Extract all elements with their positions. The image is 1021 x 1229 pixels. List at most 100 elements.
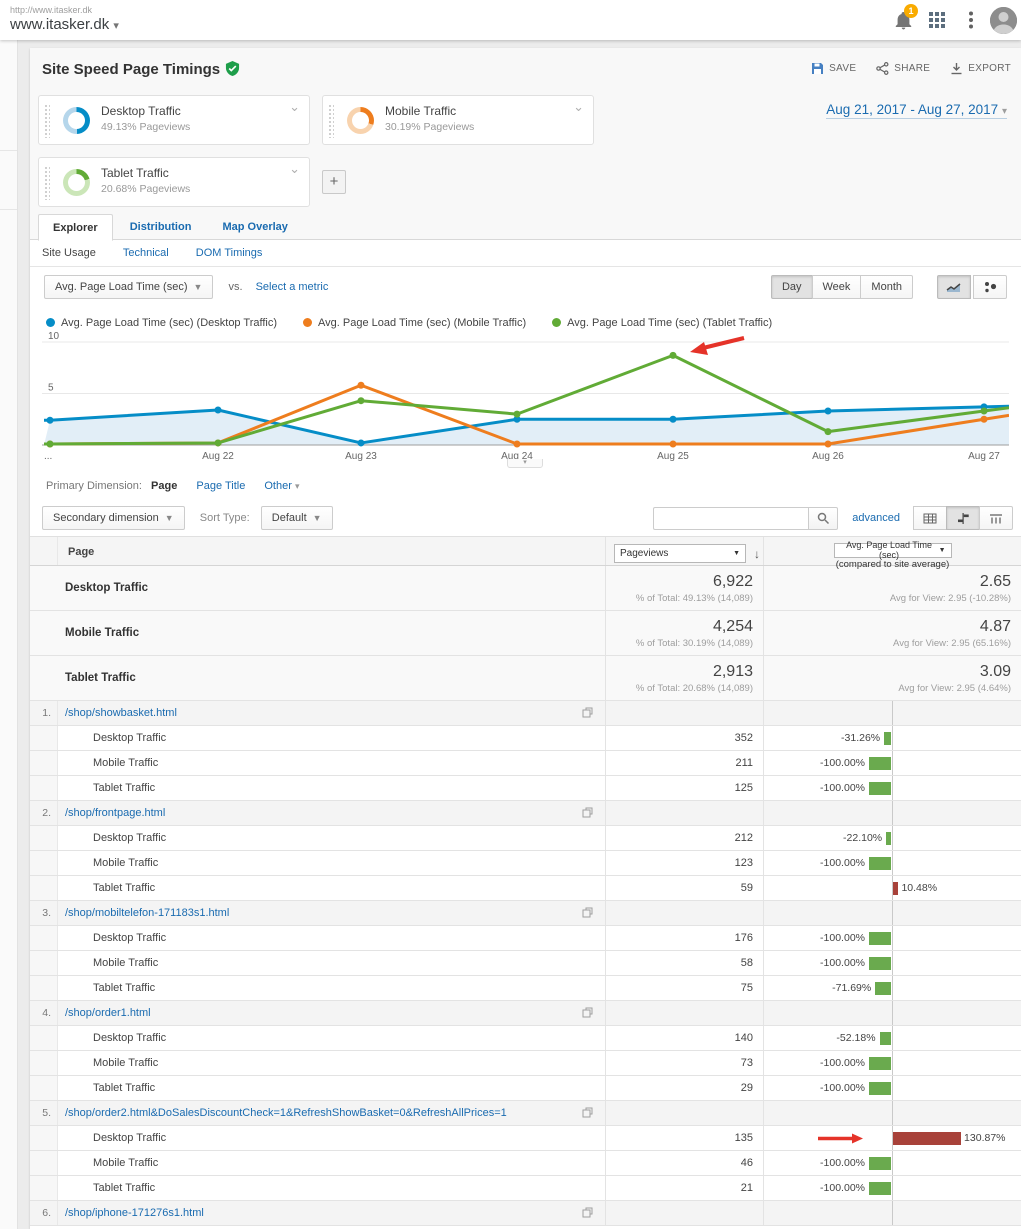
open-page-button[interactable] [582, 707, 593, 721]
kebab-icon [969, 11, 973, 29]
download-icon [951, 63, 962, 75]
granularity-day-button[interactable]: Day [770, 275, 813, 299]
below-average-bar [869, 1157, 891, 1170]
below-average-bar [869, 957, 891, 970]
row-index [30, 1151, 58, 1175]
comparison-cell [763, 1201, 1021, 1225]
below-average-bar [879, 1032, 891, 1045]
metric-column-select[interactable]: Avg. Page Load Time (sec) ▼ [833, 540, 952, 560]
tab-distribution[interactable]: Distribution [129, 221, 192, 233]
tab-map-overlay[interactable]: Map Overlay [222, 221, 288, 233]
open-page-button[interactable] [582, 807, 593, 821]
table-view-button[interactable] [913, 506, 947, 530]
comparison-cell: -100.00% [763, 751, 1021, 775]
below-average-bar [869, 1182, 891, 1195]
index-column-header [30, 537, 58, 565]
share-button[interactable]: SHARE [876, 62, 930, 75]
line-chart-button[interactable] [936, 275, 971, 299]
segment-card-desktop[interactable]: Desktop Traffic 49.13% Pageviews ⌄ [38, 95, 310, 145]
dimension-page-title[interactable]: Page Title [196, 480, 246, 492]
page-link[interactable]: /shop/frontpage.html [65, 807, 166, 819]
comparison-cell: -100.00% [763, 1151, 1021, 1175]
add-segment-button[interactable]: + [322, 170, 346, 194]
pageviews-cell: 135 [605, 1126, 763, 1150]
collapsed-left-nav[interactable] [0, 40, 18, 1229]
notifications-button[interactable]: 1 [886, 0, 920, 40]
apps-grid-button[interactable] [920, 0, 954, 40]
data-point [669, 415, 677, 423]
page-link[interactable]: /shop/mobiltelefon-171183s1.html [65, 907, 230, 919]
page-link[interactable]: /shop/order1.html [65, 1007, 151, 1019]
granularity-month-button[interactable]: Month [860, 275, 913, 299]
open-page-button[interactable] [582, 1007, 593, 1021]
data-point [357, 439, 365, 447]
chevron-down-icon[interactable]: ⌄ [289, 161, 300, 176]
legend-dot-desktop [46, 318, 55, 327]
row-index [30, 1051, 58, 1075]
open-page-button[interactable] [582, 907, 593, 921]
advanced-filter-link[interactable]: advanced [852, 512, 900, 524]
date-range-selector[interactable]: Aug 21, 2017 - Aug 27, 2017 ▾ [826, 102, 1007, 119]
comparison-view-button[interactable] [946, 506, 980, 530]
metric-group-tabs: Site Usage Technical DOM Timings [30, 240, 1021, 267]
page-link[interactable]: /shop/order2.html&DoSalesDiscountCheck=1… [65, 1107, 507, 1119]
metric-select-button[interactable]: Avg. Page Load Time (sec) ▼ [44, 275, 214, 299]
metric-average: 4.87 [979, 618, 1011, 635]
dimension-other[interactable]: Other ▾ [264, 480, 300, 492]
segment-card-mobile[interactable]: Mobile Traffic 30.19% Pageviews ⌄ [322, 95, 594, 145]
row-index [30, 976, 58, 1000]
pageviews-value: 176 [734, 932, 753, 944]
account-switcher[interactable]: www.itasker.dk ▾ [10, 16, 119, 33]
subtab-dom-timings[interactable]: DOM Timings [195, 247, 263, 259]
open-page-button[interactable] [582, 1107, 593, 1121]
pageviews-value: 75 [740, 982, 753, 994]
comparison-cell: 10.48% [763, 876, 1021, 900]
save-button[interactable]: SAVE [811, 62, 856, 75]
more-menu-button[interactable] [954, 0, 988, 40]
page-link[interactable]: /shop/showbasket.html [65, 707, 177, 719]
pivot-view-button[interactable] [979, 506, 1013, 530]
chevron-down-icon[interactable]: ⌄ [289, 99, 300, 114]
segment-sub-row: Desktop Traffic 212 -22.10% [30, 826, 1021, 851]
chart-collapse-handle[interactable]: ▾ [507, 459, 543, 468]
page-group-row: 3. /shop/mobiltelefon-171183s1.html [30, 901, 1021, 926]
drag-handle[interactable] [44, 104, 50, 138]
search-button[interactable] [808, 506, 839, 530]
page-link[interactable]: /shop/iphone-171276s1.html [65, 1207, 204, 1219]
sort-type-button[interactable]: Default ▼ [260, 506, 333, 530]
comparison-axis [892, 1101, 893, 1125]
pageviews-cell: 21 [605, 1176, 763, 1200]
subtab-technical[interactable]: Technical [122, 247, 169, 259]
pageviews-cell: 212 [605, 826, 763, 850]
export-button[interactable]: EXPORT [950, 62, 1011, 75]
pageviews-pct-of-total: % of Total: 20.68% (14,089) [635, 683, 753, 694]
open-page-button[interactable] [582, 1207, 593, 1221]
x-tick-label: Aug 25 [657, 451, 689, 462]
above-average-bar [893, 882, 899, 895]
segment-label: Mobile Traffic [93, 1157, 159, 1169]
row-index [30, 726, 58, 750]
sort-descending-icon[interactable]: ↓ [754, 546, 760, 561]
chevron-down-icon[interactable]: ⌄ [573, 99, 584, 114]
subtab-site-usage[interactable]: Site Usage [42, 247, 96, 259]
drag-handle[interactable] [328, 104, 334, 138]
drag-handle[interactable] [44, 166, 50, 200]
row-index [30, 1026, 58, 1050]
secondary-dimension-button[interactable]: Secondary dimension ▼ [42, 506, 185, 530]
segment-sub-row: Tablet Traffic 75 -71.69% [30, 976, 1021, 1001]
table-header-row: Page Pageviews ▼ ↓ Avg. Page Load Time (s… [30, 537, 1021, 570]
tab-explorer[interactable]: Explorer [38, 214, 113, 241]
search-icon [817, 512, 829, 524]
motion-chart-button[interactable] [973, 275, 1007, 299]
user-avatar[interactable] [990, 6, 1017, 34]
metric-avg-for-view: Avg for View: 2.95 (-10.28%) [889, 593, 1011, 604]
pageviews-total: 4,254 [712, 618, 753, 635]
comparison-percent-label: -100.00% [820, 1082, 865, 1094]
select-a-metric-link[interactable]: Select a metric [255, 281, 329, 293]
row-index [30, 826, 58, 850]
pageviews-column-select[interactable]: Pageviews ▼ [614, 544, 746, 563]
dimension-page[interactable]: Page [151, 480, 178, 492]
segment-card-tablet[interactable]: Tablet Traffic 20.68% Pageviews ⌄ [38, 157, 310, 207]
granularity-week-button[interactable]: Week [811, 275, 862, 299]
table-search-input[interactable] [653, 506, 809, 530]
